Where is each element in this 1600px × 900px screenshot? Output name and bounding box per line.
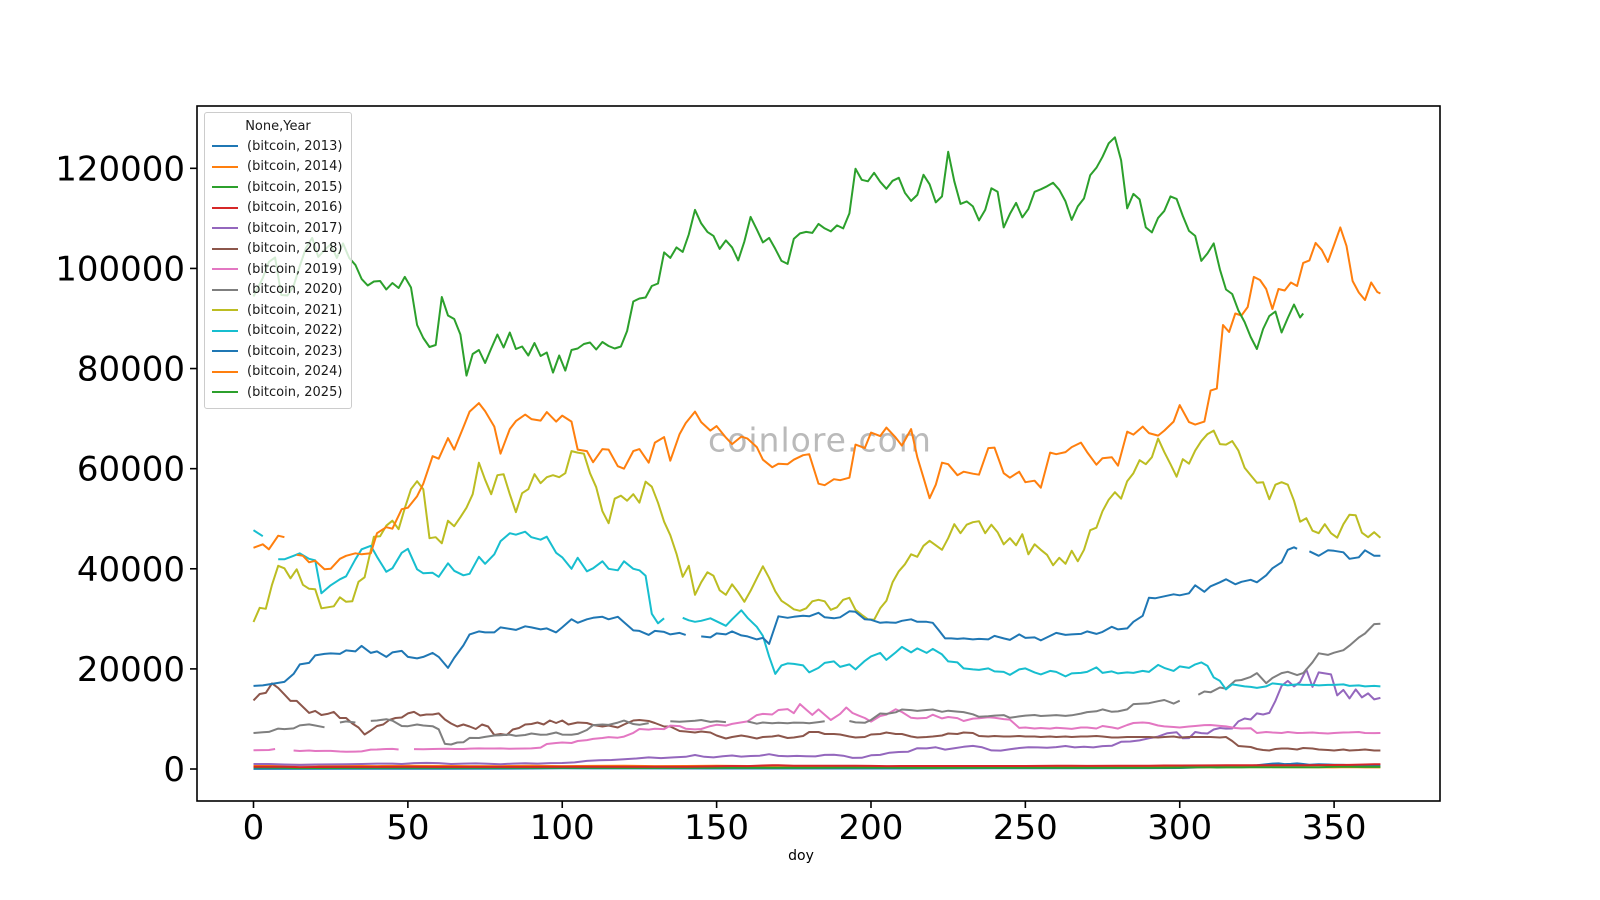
legend-entry-label: (bitcoin, 2021) [247,302,343,318]
series-line-2017 [253,668,1381,766]
legend-entry: (bitcoin, 2025) [212,382,344,403]
y-tick-label: 100000 [55,249,185,289]
x-tick-label: 100 [530,808,595,848]
series-line-2022 [278,530,665,625]
series-line-2023 [701,546,1298,645]
legend-line-sample [212,206,238,209]
legend-title: None,Year [245,119,311,134]
series-line-2020 [1197,622,1381,696]
series-line-2020 [370,718,649,746]
legend-entry: (bitcoin, 2017) [212,218,344,239]
legend-entry: (bitcoin, 2015) [212,177,344,198]
legend-line-sample [212,370,238,373]
legend-line-sample [212,145,238,148]
legend-entry: (bitcoin, 2024) [212,362,344,383]
series-line-2022 [252,529,264,538]
legend-rows: (bitcoin, 2013) (bitcoin, 2014) (bitcoin, … [212,136,344,403]
y-tick-label: 80000 [77,350,185,390]
legend-line-sample [212,186,238,189]
series-line-2024 [253,534,285,551]
legend-entry-label: (bitcoin, 2019) [247,261,343,277]
legend-entry-label: (bitcoin, 2024) [247,364,343,380]
legend-line-sample [212,329,238,332]
series-line-2023 [1308,549,1381,560]
legend-line-sample [212,391,238,394]
legend-entry-label: (bitcoin, 2014) [247,159,343,175]
series-line-2020 [339,720,356,724]
legend-entry-label: (bitcoin, 2025) [247,384,343,400]
series-line-2018 [252,682,1381,752]
legend-entry: (bitcoin, 2021) [212,300,344,321]
legend-entry-label: (bitcoin, 2013) [247,138,343,154]
y-tick-label: 40000 [77,550,185,590]
series-line-2022 [682,609,1381,691]
legend-line-sample [212,247,238,250]
legend-line-sample [212,165,238,168]
watermark: coinlore.com [708,420,932,460]
legend-entry: (bitcoin, 2018) [212,239,344,260]
x-tick-label: 350 [1302,808,1367,848]
x-tick-label: 200 [839,808,904,848]
legend-line-sample [212,350,238,353]
x-tick-label: 300 [1147,808,1212,848]
series-line-2016 [253,763,1381,769]
legend-entry-label: (bitcoin, 2018) [247,241,343,257]
y-tick-label: 120000 [55,149,185,189]
series-line-2024 [296,226,1381,571]
legend-entry-label: (bitcoin, 2020) [247,282,343,298]
legend-entry: (bitcoin, 2022) [212,321,344,342]
legend-entry: (bitcoin, 2013) [212,136,344,157]
legend-entry-label: (bitcoin, 2022) [247,323,343,339]
legend-entry-label: (bitcoin, 2015) [247,179,343,195]
legend-line-sample [212,309,238,312]
series-line-2019 [253,748,276,752]
legend-entry: (bitcoin, 2019) [212,259,344,280]
series-line-2025 [252,136,1304,377]
legend-entry-label: (bitcoin, 2017) [247,220,343,236]
legend-entry-label: (bitcoin, 2023) [247,343,343,359]
series-line-2023 [253,615,687,687]
legend-entry: (bitcoin, 2014) [212,157,344,178]
legend-line-sample [212,227,238,230]
legend-entry: (bitcoin, 2016) [212,198,344,219]
y-tick-label: 20000 [77,650,185,690]
x-tick-label: 150 [684,808,749,848]
legend-entry: (bitcoin, 2020) [212,280,344,301]
series-line-2020 [747,720,825,725]
legend-entry-label: (bitcoin, 2016) [247,200,343,216]
legend-line-sample [212,268,238,271]
legend-entry: (bitcoin, 2023) [212,341,344,362]
series-line-2020 [670,719,726,724]
x-tick-label: 0 [243,808,265,848]
series-line-2019 [293,747,399,753]
x-tick-label: 50 [386,808,429,848]
y-tick-label: 0 [163,750,185,790]
series-line-2020 [253,723,325,734]
legend: None,Year (bitcoin, 2013) (bitcoin, 2014)… [204,112,352,409]
series-line-2020 [849,699,1181,724]
x-tick-label: 250 [993,808,1058,848]
y-tick-label: 60000 [77,450,185,490]
series-line-2021 [252,429,1382,623]
axes-frame [196,105,1441,802]
legend-line-sample [212,288,238,291]
x-axis-label: doy [788,848,814,864]
series-line-2019 [413,703,1381,751]
